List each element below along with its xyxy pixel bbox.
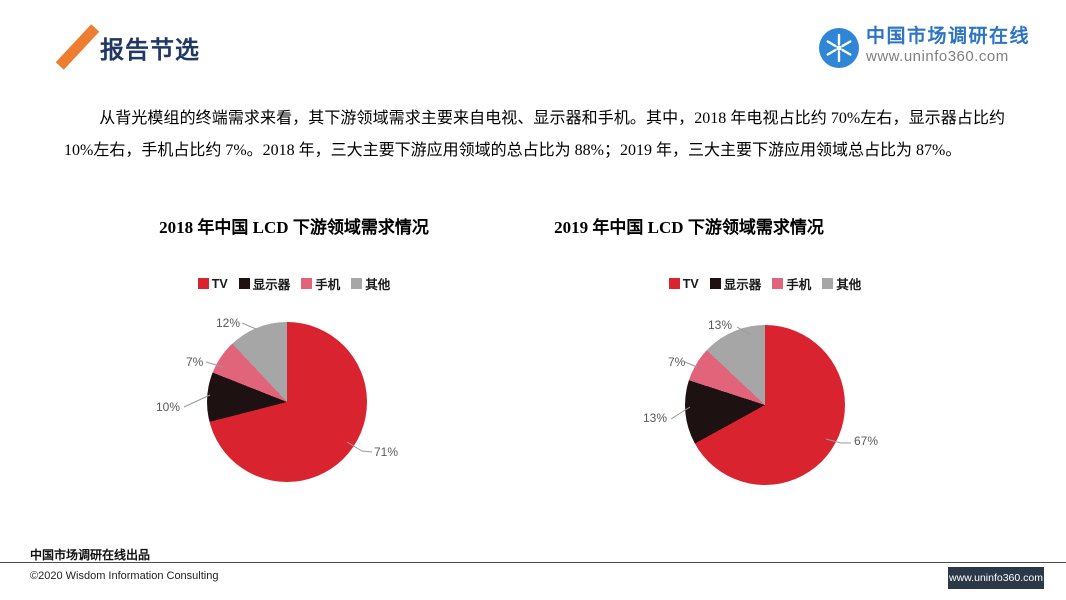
pie-label-monitor: 13% [643,411,668,425]
legend-2019: TV 显示器 手机 其他 [605,274,925,293]
pie-label-phone: 7% [668,355,686,369]
legend-label: TV [682,276,699,291]
pie-2019 [685,325,845,485]
legend-label: 显示器 [252,278,291,292]
legend-2018: TV 显示器 手机 其他 [134,274,454,293]
legend-item-phone: 手机 [772,274,811,293]
phone-swatch [301,278,313,289]
brand-name: 中国市场调研在线 [866,26,1031,47]
footer-copyright: ©2020 Wisdom Information Consulting [30,570,219,582]
pie-2018 [207,322,367,482]
footer-website-badge[interactable]: www.uninfo360.com [948,567,1044,589]
pie-label-other: 13% [708,318,733,332]
monitor-swatch [238,278,250,289]
legend-item-phone: 手机 [301,274,340,293]
tv-swatch [668,278,680,289]
legend-label: 显示器 [723,278,762,292]
pie-chart-2018: TV 显示器 手机 其他 12% 7% [134,265,454,500]
legend-label: 其他 [836,278,862,292]
legend-label: 手机 [786,278,812,292]
legend-label: TV [211,276,228,291]
legend-label: 手机 [315,278,341,292]
brand-logo: 中国市场调研在线 www.uninfo360.com [819,26,1030,68]
page-title: 报告节选 [100,37,200,64]
pie-chart-2019: TV 显示器 手机 其他 13% 7% [605,265,925,500]
monitor-swatch [709,278,721,289]
legend-label: 其他 [365,278,391,292]
other-swatch [822,278,834,289]
tv-swatch [197,278,209,289]
footer-producer: 中国市场调研在线出品 [30,548,151,562]
legend-item-other: 其他 [822,274,861,293]
legend-item-monitor: 显示器 [238,274,291,293]
legend-item-tv: TV [668,274,699,293]
brand-website: www.uninfo360.com [866,47,1009,65]
pie-label-phone: 7% [186,355,204,369]
pie-label-tv: 71% [374,445,399,459]
pie-label-other: 12% [216,316,241,330]
pie-label-monitor: 10% [156,400,181,414]
pie-label-tv: 67% [854,434,879,448]
legend-item-tv: TV [197,274,228,293]
legend-item-monitor: 显示器 [709,274,762,293]
summary-paragraph: 从背光模组的终端需求来看，其下游领域需求主要来自电视、显示器和手机。其中，201… [64,110,1005,159]
chart-title-2019: 2019 年中国 LCD 下游领域需求情况 [554,218,824,237]
footer-divider [0,562,1066,563]
legend-item-other: 其他 [351,274,390,293]
compass-star-icon [819,28,859,68]
slash-decoration [55,24,100,70]
phone-swatch [772,278,784,289]
other-swatch [351,278,363,289]
chart-title-2018: 2018 年中国 LCD 下游领域需求情况 [159,218,429,237]
